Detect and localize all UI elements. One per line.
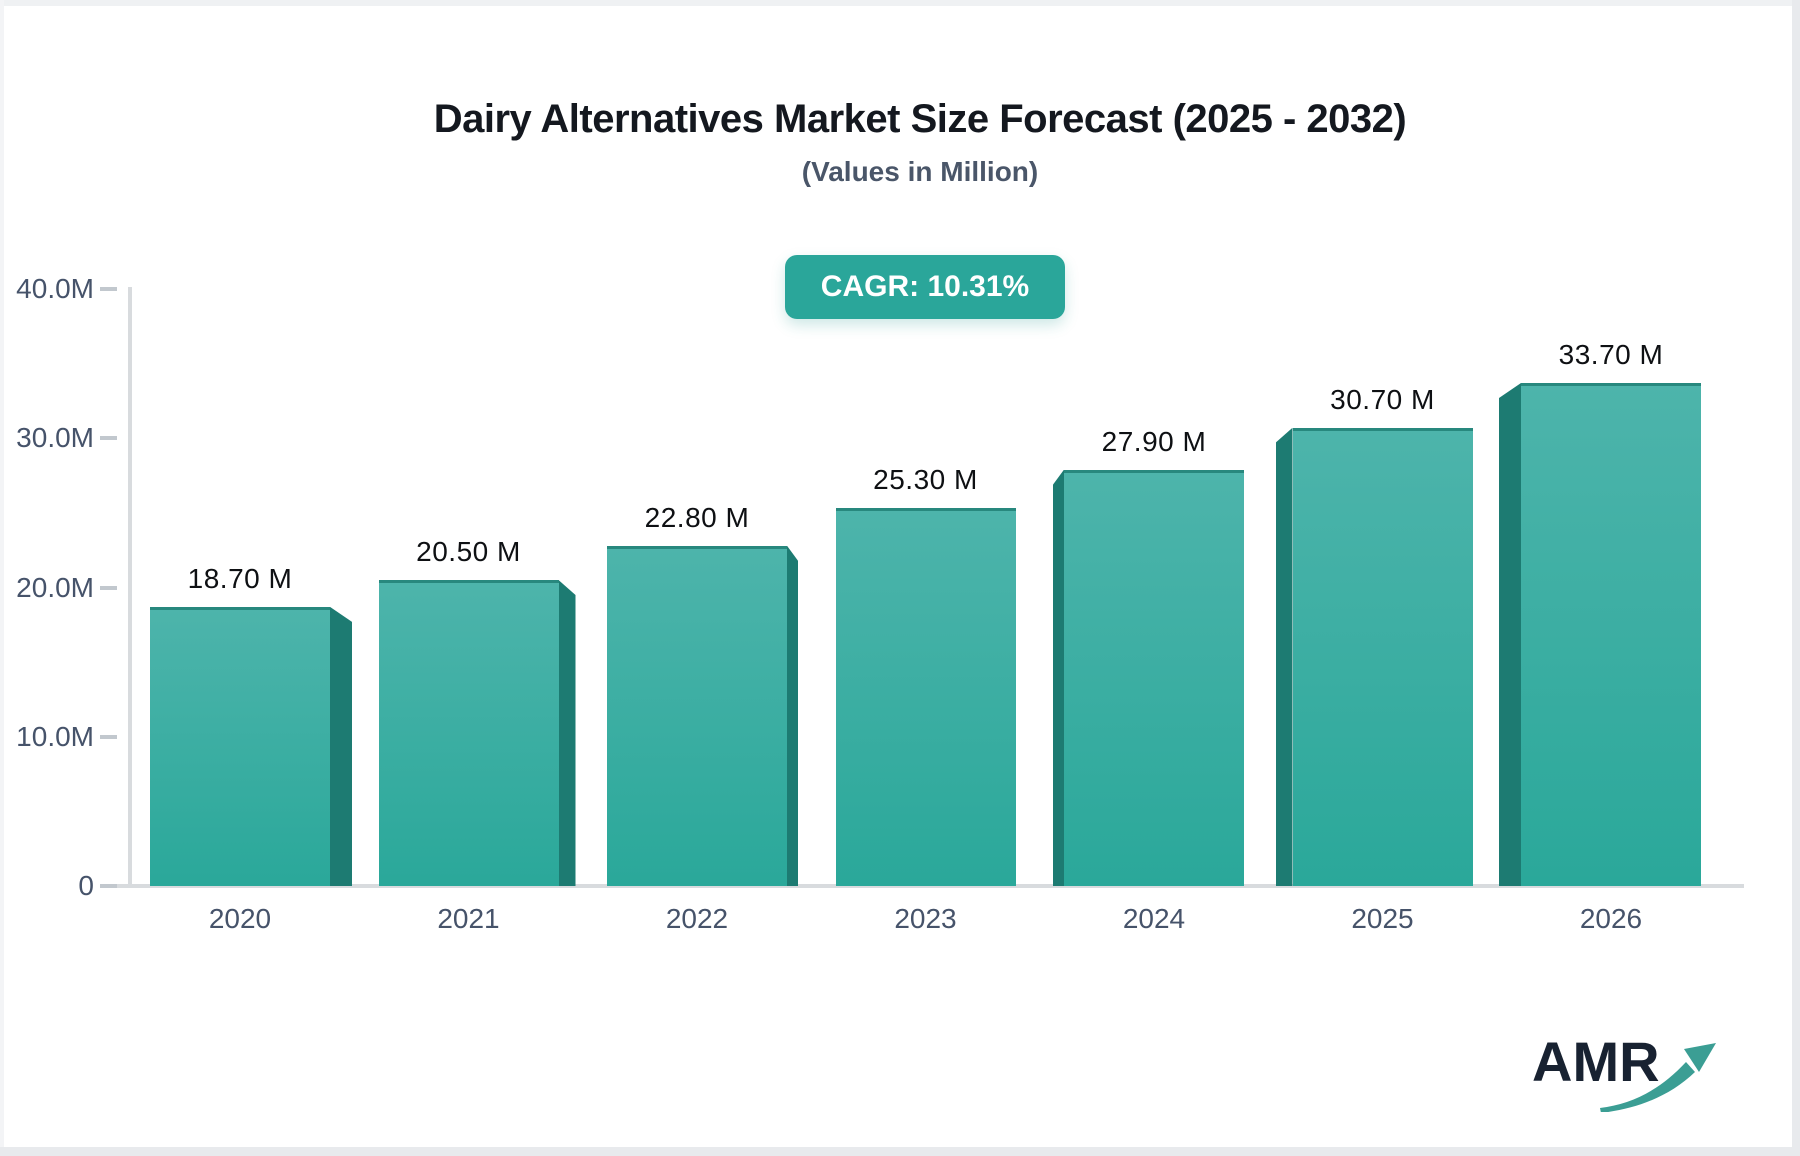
x-tick-label-2022: 2022 bbox=[665, 903, 729, 934]
bar-2024[interactable] bbox=[1064, 469, 1244, 886]
x-tick-label-2026: 2026 bbox=[1579, 903, 1643, 934]
x-tick-label-2021: 2021 bbox=[437, 903, 500, 934]
bar-2025[interactable] bbox=[1292, 427, 1473, 886]
y-tick-mark bbox=[100, 884, 117, 888]
bar-value-label: 18.70 M bbox=[187, 562, 293, 594]
page-edge-right bbox=[1792, 0, 1800, 1156]
y-tick-label: 10.0M bbox=[16, 720, 94, 752]
growth-arrow-icon bbox=[1600, 1043, 1716, 1112]
bar-value-label: 30.70 M bbox=[1330, 383, 1435, 415]
amr-logo: AMR bbox=[1532, 1032, 1732, 1112]
y-tick-mark bbox=[100, 287, 117, 291]
y-tick-label: 30.0M bbox=[16, 422, 94, 454]
cagr-badge: CAGR: 10.31% bbox=[785, 255, 1065, 319]
y-tick-mark bbox=[100, 734, 117, 739]
bar-3d-side bbox=[558, 580, 576, 886]
bar-value-label: 20.50 M bbox=[416, 536, 521, 568]
y-axis-line bbox=[128, 287, 132, 888]
bar-2020[interactable] bbox=[150, 606, 330, 886]
bar-2021[interactable] bbox=[378, 580, 559, 886]
bar-2023[interactable] bbox=[835, 508, 1016, 886]
x-tick-label-2020: 2020 bbox=[208, 903, 272, 934]
page-edge-left bbox=[0, 0, 4, 1156]
chart-subtitle: (Values in Million) bbox=[801, 156, 1039, 187]
y-tick-mark bbox=[100, 585, 117, 590]
bar-3d-side bbox=[787, 545, 798, 886]
y-tick-label: 40.0M bbox=[16, 273, 94, 304]
bar-3d-side bbox=[330, 606, 352, 886]
x-tick-label-2025: 2025 bbox=[1351, 903, 1414, 934]
bar-2022[interactable] bbox=[607, 545, 787, 886]
bar-3d-side bbox=[1499, 383, 1521, 886]
bar-2026[interactable] bbox=[1521, 383, 1701, 886]
bar-value-label: 22.80 M bbox=[644, 501, 750, 533]
y-tick-mark bbox=[100, 436, 117, 441]
chart-title: Dairy Alternatives Market Size Forecast … bbox=[433, 97, 1407, 141]
chart-header: Dairy Alternatives Market Size Forecast … bbox=[170, 96, 1670, 188]
x-axis-line bbox=[106, 884, 1744, 888]
page-edge-top bbox=[0, 0, 1800, 6]
y-tick-label: 0 bbox=[78, 870, 94, 901]
bar-value-label: 33.70 M bbox=[1558, 339, 1664, 371]
bar-3d-side bbox=[1053, 469, 1064, 886]
amr-logo-text: AMR bbox=[1532, 1030, 1660, 1093]
x-tick-label-2024: 2024 bbox=[1122, 903, 1186, 934]
x-tick-label-2023: 2023 bbox=[894, 903, 957, 934]
page-edge-bottom bbox=[0, 1147, 1800, 1156]
bar-value-label: 27.90 M bbox=[1101, 425, 1207, 457]
bar-value-label: 25.30 M bbox=[873, 464, 978, 496]
y-tick-label: 20.0M bbox=[16, 571, 94, 603]
bar-3d-side bbox=[1275, 427, 1293, 886]
